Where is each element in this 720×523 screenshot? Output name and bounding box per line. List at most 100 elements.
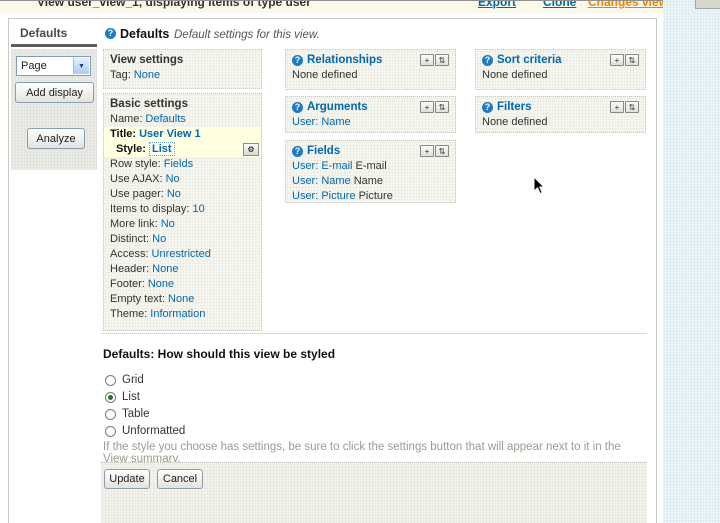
tag-value-link[interactable]: None xyxy=(133,69,161,81)
rearrange-icon[interactable]: ⇅ xyxy=(435,145,449,157)
setting-value-link[interactable]: No xyxy=(152,233,167,245)
basic-settings-title: Basic settings xyxy=(110,98,188,110)
tab-active-underline xyxy=(11,44,97,47)
basic-settings-panel: Basic settings Name: Defaults Title: User … xyxy=(103,93,262,331)
field-link[interactable]: User: Name xyxy=(292,175,351,187)
setting-label: Use AJAX: xyxy=(110,173,163,185)
setting-label: Empty text: xyxy=(110,293,166,305)
style-option-table[interactable]: Table xyxy=(105,407,150,421)
setting-value-link[interactable]: None xyxy=(152,263,179,275)
setting-label: Style: xyxy=(116,143,146,155)
page-header-strip: View user_view_1, displaying items of ty… xyxy=(0,0,663,13)
setting-value-link[interactable]: Unrestricted xyxy=(151,248,211,260)
setting-value-link[interactable]: None xyxy=(168,293,195,305)
rearrange-icon[interactable]: ⇅ xyxy=(625,101,639,113)
style-option-unformatted[interactable]: Unformatted xyxy=(105,424,185,438)
radio-label[interactable]: Unformatted xyxy=(122,425,186,437)
radio-label[interactable]: Table xyxy=(122,408,150,420)
filters-empty-text: None defined xyxy=(482,116,548,128)
field-link[interactable]: User: Picture xyxy=(292,190,356,202)
filters-panel: ? Filters + ⇅ None defined xyxy=(475,96,646,133)
field-label: Name xyxy=(353,175,384,187)
setting-row-theme: Theme: Information xyxy=(110,307,255,322)
sort-criteria-title-link[interactable]: Sort criteria xyxy=(497,54,562,66)
radio-button[interactable] xyxy=(105,408,116,420)
add-icon[interactable]: + xyxy=(420,54,434,66)
help-icon[interactable]: ? xyxy=(105,28,116,39)
rearrange-icon[interactable]: ⇅ xyxy=(435,101,449,113)
style-option-list[interactable]: List xyxy=(105,390,140,404)
setting-value-link[interactable]: No xyxy=(166,188,181,200)
field-item: User: E-mail E-mail xyxy=(292,159,449,174)
arguments-title-link[interactable]: Arguments xyxy=(307,101,368,113)
argument-link[interactable]: User: Name xyxy=(292,116,351,128)
style-form-title: Defaults: How should this view be styled xyxy=(103,347,336,361)
relationships-empty-text: None defined xyxy=(292,69,358,81)
style-settings-gear-icon[interactable]: ⚙ xyxy=(243,143,259,156)
setting-value-link[interactable]: User View 1 xyxy=(139,128,201,140)
setting-value-link[interactable]: 10 xyxy=(192,203,205,215)
field-link[interactable]: User: E-mail xyxy=(292,160,353,172)
argument-item: User: Name xyxy=(292,115,449,130)
sort-criteria-panel: ? Sort criteria + ⇅ None defined xyxy=(475,49,646,90)
help-icon[interactable]: ? xyxy=(482,54,493,66)
setting-value-link[interactable]: List xyxy=(148,142,175,156)
form-actions-strip: Update Cancel xyxy=(101,462,647,523)
filters-title-link[interactable]: Filters xyxy=(497,101,532,113)
field-item: User: Picture Picture xyxy=(292,189,449,204)
display-subheading: Default settings for this view. xyxy=(174,29,320,41)
setting-label: Name: xyxy=(110,113,143,125)
help-icon[interactable]: ? xyxy=(292,54,303,66)
setting-value-link[interactable]: Fields xyxy=(163,158,194,170)
setting-row-access: Access: Unrestricted xyxy=(110,247,255,262)
export-link[interactable]: Export xyxy=(478,0,517,9)
style-form-section: Defaults: How should this view be styled… xyxy=(101,333,647,523)
add-icon[interactable]: + xyxy=(420,101,434,113)
scrollbar-corner xyxy=(695,0,720,9)
setting-row-title: Title: User View 1 xyxy=(104,127,261,142)
setting-label: Title: xyxy=(110,128,137,140)
add-display-button[interactable]: Add display xyxy=(15,82,94,103)
arguments-panel: ? Arguments + ⇅ User: Name xyxy=(285,96,456,133)
analyze-button[interactable]: Analyze xyxy=(27,128,85,149)
radio-button[interactable] xyxy=(105,374,116,386)
page-background-strip xyxy=(663,0,720,523)
tag-label: Tag: xyxy=(110,69,131,81)
radio-label[interactable]: List xyxy=(122,391,140,403)
display-sidebar: Page ▼ Add display Analyze xyxy=(11,49,97,170)
help-icon[interactable]: ? xyxy=(292,145,303,157)
setting-value-link[interactable]: Defaults xyxy=(145,113,186,125)
relationships-title-link[interactable]: Relationships xyxy=(307,54,383,66)
help-icon[interactable]: ? xyxy=(482,101,493,113)
field-item: User: Name Name xyxy=(292,174,449,189)
rearrange-icon[interactable]: ⇅ xyxy=(435,54,449,66)
radio-button-checked[interactable] xyxy=(105,391,116,403)
radio-label[interactable]: Grid xyxy=(122,374,144,386)
setting-value-link[interactable]: Information xyxy=(150,308,206,320)
setting-value-link[interactable]: No xyxy=(165,173,180,185)
fields-header: ? Fields + ⇅ xyxy=(292,144,449,158)
fields-title-link[interactable]: Fields xyxy=(307,145,341,157)
setting-value-link[interactable]: None xyxy=(147,278,175,290)
display-type-select[interactable]: Page ▼ xyxy=(16,56,91,76)
add-icon[interactable]: + xyxy=(420,145,434,157)
display-heading: Defaults xyxy=(120,27,170,41)
cancel-button[interactable]: Cancel xyxy=(157,469,203,489)
setting-label: Row style: xyxy=(110,158,161,170)
help-icon[interactable]: ? xyxy=(292,101,303,113)
style-option-grid[interactable]: Grid xyxy=(105,373,144,387)
setting-row-header: Header: None xyxy=(110,262,255,277)
rearrange-icon[interactable]: ⇅ xyxy=(625,54,639,66)
setting-row-name: Name: Defaults xyxy=(110,112,255,127)
update-button[interactable]: Update xyxy=(104,469,150,489)
clone-link[interactable]: Clone xyxy=(543,0,577,9)
changes-view-link[interactable]: Changes view xyxy=(588,0,663,9)
radio-button[interactable] xyxy=(105,425,116,437)
tab-defaults[interactable]: Defaults xyxy=(20,26,68,40)
add-icon[interactable]: + xyxy=(610,101,624,113)
setting-value-link[interactable]: No xyxy=(160,218,175,230)
field-label: E-mail xyxy=(355,160,387,172)
add-icon[interactable]: + xyxy=(610,54,624,66)
view-settings-title: View settings xyxy=(110,54,184,66)
